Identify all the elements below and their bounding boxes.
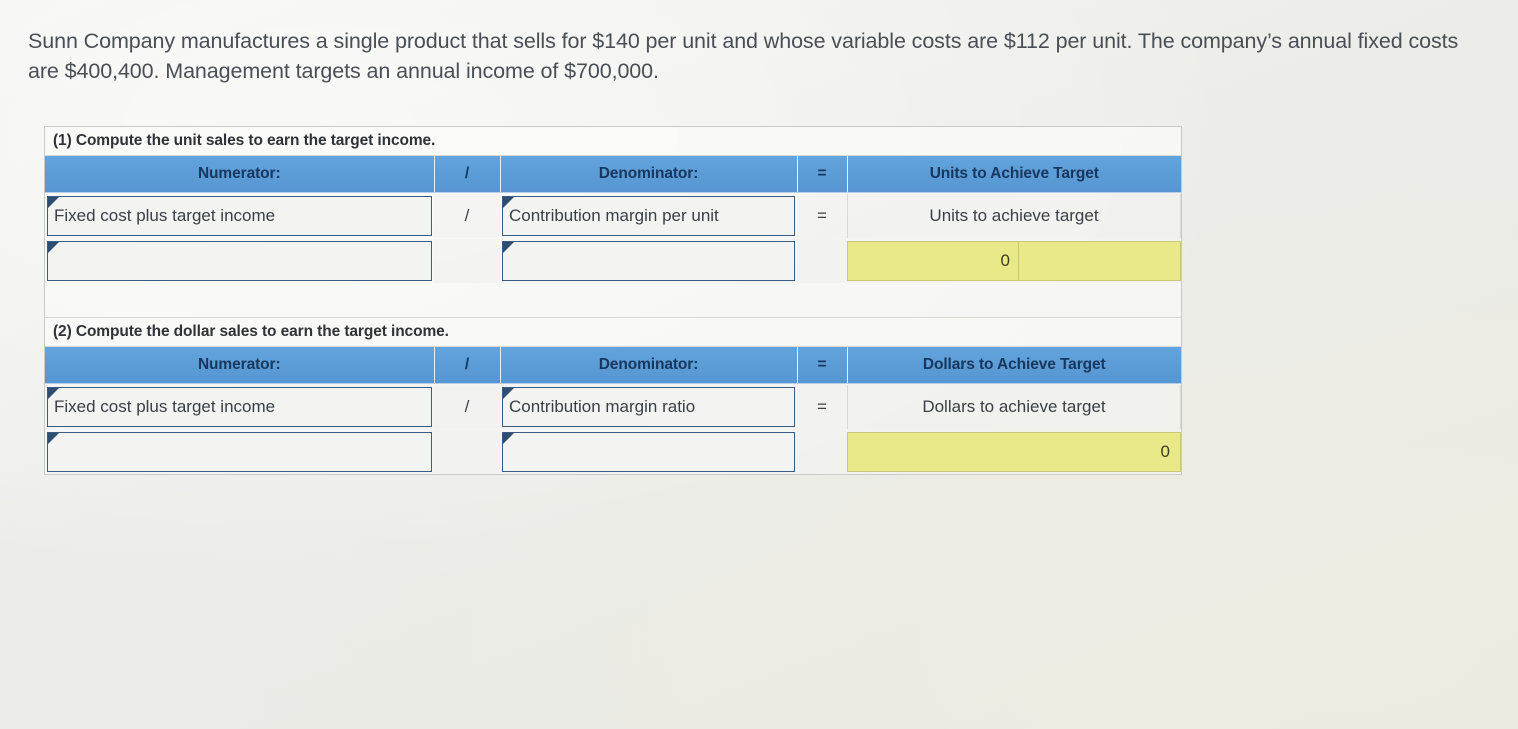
section-2-title: (2) Compute the dollar sales to earn the…	[45, 318, 1181, 347]
table-row: 0	[45, 430, 1181, 474]
cell-divide-operator: /	[434, 384, 500, 431]
table-row: 0	[45, 239, 1181, 283]
result-answer-value[interactable]: 0	[847, 432, 1181, 472]
cell-numerator-label[interactable]: Fixed cost plus target income	[45, 384, 434, 431]
cell-denominator-label[interactable]: Contribution margin per unit	[500, 193, 797, 240]
divide-operator-blank	[434, 239, 500, 283]
worksheet-container: (1) Compute the unit sales to earn the t…	[44, 126, 1182, 475]
equals-operator-text: =	[797, 385, 847, 429]
header-denominator: Denominator:	[500, 156, 798, 193]
numerator-value-input[interactable]	[47, 432, 432, 472]
table-header-row: Numerator: / Denominator: = Dollars to A…	[45, 347, 1181, 384]
dropdown-marker-icon	[503, 197, 514, 208]
dropdown-marker-icon	[48, 197, 59, 208]
cell-numerator-value[interactable]	[45, 239, 434, 283]
cell-result-label: Units to achieve target	[847, 193, 1181, 240]
cell-equals-operator-blank	[797, 239, 847, 283]
header-divide-operator: /	[434, 156, 501, 193]
header-numerator: Numerator:	[45, 156, 435, 193]
header-equals-operator: =	[797, 156, 848, 193]
numerator-value-input[interactable]	[47, 241, 432, 281]
section-1-grid: Numerator: / Denominator: = Units to Ach…	[45, 156, 1181, 318]
header-numerator: Numerator:	[45, 347, 435, 384]
dropdown-marker-icon	[503, 388, 514, 399]
denominator-value-input[interactable]	[502, 241, 795, 281]
denominator-label-text: Contribution margin ratio	[509, 397, 696, 416]
result-answer-overflow[interactable]	[1019, 241, 1181, 281]
numerator-label-text: Fixed cost plus target income	[54, 397, 276, 416]
dropdown-marker-icon	[48, 433, 59, 444]
section-2-grid: Numerator: / Denominator: = Dollars to A…	[45, 347, 1181, 474]
result-answer-group[interactable]: 0	[847, 241, 1181, 281]
dropdown-marker-icon	[48, 242, 59, 253]
denominator-label-text: Contribution margin per unit	[509, 206, 719, 225]
numerator-select[interactable]: Fixed cost plus target income	[47, 196, 432, 236]
denominator-value-input[interactable]	[502, 432, 795, 472]
result-answer-value[interactable]: 0	[847, 241, 1019, 281]
denominator-select[interactable]: Contribution margin ratio	[502, 387, 795, 427]
denominator-select[interactable]: Contribution margin per unit	[502, 196, 795, 236]
result-label-text: Units to achieve target	[847, 194, 1181, 238]
cell-divide-operator: /	[434, 193, 500, 240]
table-row: Fixed cost plus target income / Contribu…	[45, 384, 1181, 431]
cell-equals-operator-blank	[797, 430, 847, 474]
section-1-title: (1) Compute the unit sales to earn the t…	[45, 127, 1181, 156]
problem-statement: Sunn Company manufactures a single produ…	[28, 29, 1459, 83]
cell-denominator-value[interactable]	[500, 430, 797, 474]
cell-result-value[interactable]: 0	[847, 430, 1181, 474]
header-denominator: Denominator:	[500, 347, 798, 384]
cell-result-label: Dollars to achieve target	[847, 384, 1181, 431]
divide-operator-text: /	[434, 194, 500, 238]
dropdown-marker-icon	[48, 388, 59, 399]
header-result: Units to Achieve Target	[847, 156, 1181, 193]
equals-operator-blank	[797, 430, 847, 474]
cell-denominator-value[interactable]	[500, 239, 797, 283]
dropdown-marker-icon	[503, 433, 514, 444]
divide-operator-text: /	[434, 385, 500, 429]
cell-divide-operator-blank	[434, 430, 500, 474]
table-header-row: Numerator: / Denominator: = Units to Ach…	[45, 156, 1181, 193]
cell-denominator-label[interactable]: Contribution margin ratio	[500, 384, 797, 431]
cell-equals-operator: =	[797, 193, 847, 240]
cell-numerator-label[interactable]: Fixed cost plus target income	[45, 193, 434, 240]
dropdown-marker-icon	[503, 242, 514, 253]
worksheet-bottom-edge	[45, 474, 1181, 475]
numerator-label-text: Fixed cost plus target income	[54, 206, 276, 225]
cell-divide-operator-blank	[434, 239, 500, 283]
header-divide-operator: /	[434, 347, 501, 384]
cell-equals-operator: =	[797, 384, 847, 431]
section-spacer	[45, 283, 1181, 318]
cell-numerator-value[interactable]	[45, 430, 434, 474]
equals-operator-text: =	[797, 194, 847, 238]
table-row: Fixed cost plus target income / Contribu…	[45, 193, 1181, 240]
header-result: Dollars to Achieve Target	[847, 347, 1181, 384]
result-label-text: Dollars to achieve target	[847, 385, 1181, 429]
divide-operator-blank	[434, 430, 500, 474]
cell-result-value[interactable]: 0	[847, 239, 1181, 283]
equals-operator-blank	[797, 239, 847, 283]
header-equals-operator: =	[797, 347, 848, 384]
numerator-select[interactable]: Fixed cost plus target income	[47, 387, 432, 427]
